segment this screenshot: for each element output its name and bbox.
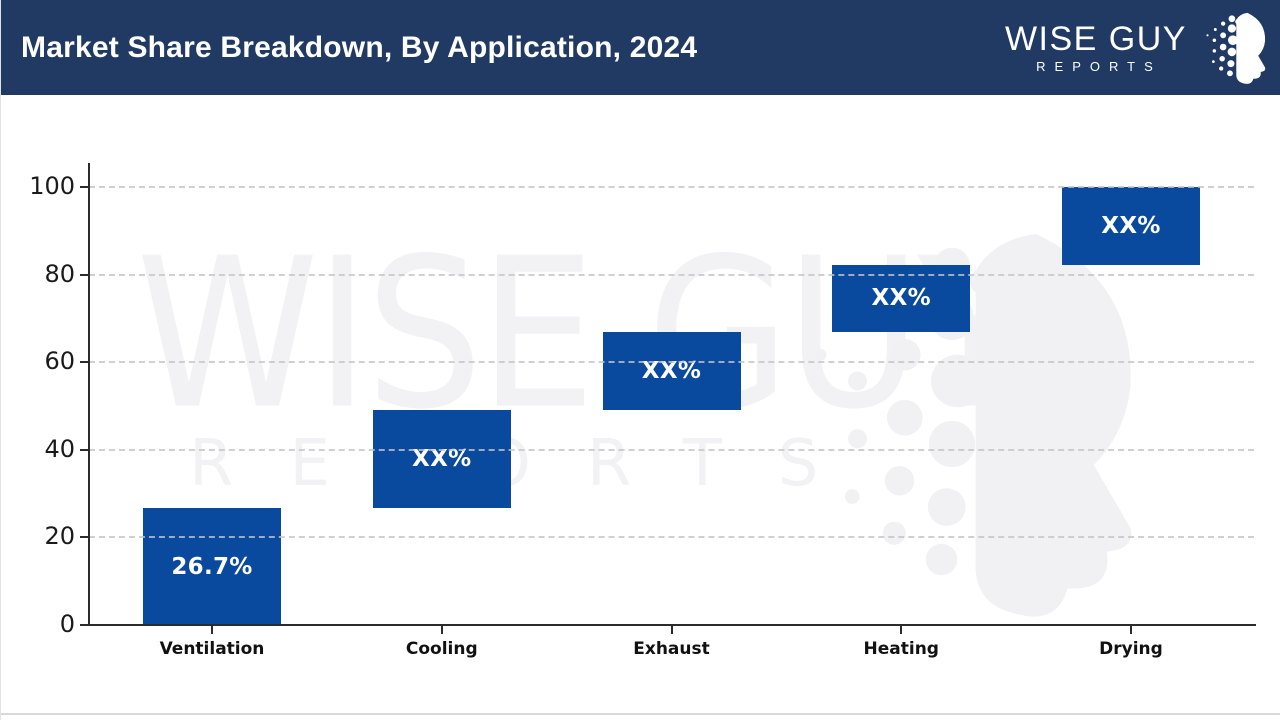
bar-exhaust: XX% [602, 331, 741, 410]
y-tick-label-0: 0 [59, 610, 75, 638]
footer-divider [1, 713, 1280, 715]
bar-drying: XX% [1062, 187, 1200, 265]
gridline-80 [89, 273, 1254, 276]
y-tick-60 [80, 361, 89, 364]
y-tick-0 [80, 624, 89, 626]
logo-text: WISE GUY REPORTS [1005, 22, 1187, 74]
x-label-ventilation: Ventilation [159, 639, 265, 659]
gridline-100 [89, 186, 1254, 188]
gridline-60 [89, 361, 1254, 364]
bar-value-label: XX% [1101, 212, 1161, 239]
y-tick-label-40: 40 [44, 434, 75, 463]
y-tick-label-20: 20 [44, 522, 75, 551]
bar-cooling: XX% [372, 409, 511, 509]
chart-area: WISE GUY REPORTS 0 20 40 60 80 100 26.7% Ventil… [1, 95, 1280, 720]
bar-value-label: XX% [871, 285, 931, 312]
y-tick-40 [80, 448, 89, 451]
x-tick-ventilation [211, 626, 213, 634]
x-tick-exhaust [670, 626, 673, 634]
x-label-heating: Heating [863, 639, 939, 659]
header-bar: Market Share Breakdown, By Application, … [1, 0, 1280, 95]
x-tick-cooling [440, 626, 443, 634]
gridline-40 [89, 448, 1254, 451]
logo-face-icon [1206, 12, 1266, 84]
gridline-20 [89, 536, 1254, 539]
x-label-exhaust: Exhaust [633, 639, 710, 659]
x-axis-line [88, 624, 1256, 626]
y-tick-label-80: 80 [44, 259, 75, 288]
y-tick-100 [80, 186, 89, 188]
page-title: Market Share Breakdown, By Application, … [21, 30, 698, 64]
x-tick-drying [1130, 626, 1132, 634]
y-tick-label-100: 100 [29, 172, 75, 200]
x-label-cooling: Cooling [405, 639, 478, 659]
y-tick-20 [80, 536, 89, 539]
bar-value-label: 26.7% [171, 553, 253, 580]
x-label-drying: Drying [1099, 639, 1163, 659]
bar-ventilation: 26.7% [143, 508, 281, 625]
wiseguy-logo: WISE GUY REPORTS [1005, 6, 1267, 90]
logo-wiseguy-text: WISE GUY [1004, 20, 1187, 58]
y-tick-label-60: 60 [44, 347, 75, 376]
watermark-wiseguy-text: WISE GUY [136, 213, 1030, 455]
logo-reports-text: REPORTS [1036, 59, 1162, 74]
y-tick-80 [80, 273, 89, 276]
bar-heating: XX% [832, 264, 971, 332]
x-tick-heating [900, 626, 903, 634]
y-axis-line [88, 163, 90, 625]
